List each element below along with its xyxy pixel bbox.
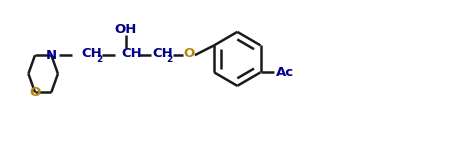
Text: O: O bbox=[30, 86, 41, 99]
Text: CH: CH bbox=[152, 47, 173, 60]
Text: 2: 2 bbox=[167, 55, 173, 64]
Text: N: N bbox=[46, 49, 57, 62]
Text: Ac: Ac bbox=[276, 66, 294, 79]
Text: OH: OH bbox=[114, 23, 137, 36]
Text: CH: CH bbox=[82, 47, 102, 60]
Text: 2: 2 bbox=[96, 55, 102, 64]
Text: O: O bbox=[183, 47, 194, 60]
Text: CH: CH bbox=[121, 47, 142, 60]
